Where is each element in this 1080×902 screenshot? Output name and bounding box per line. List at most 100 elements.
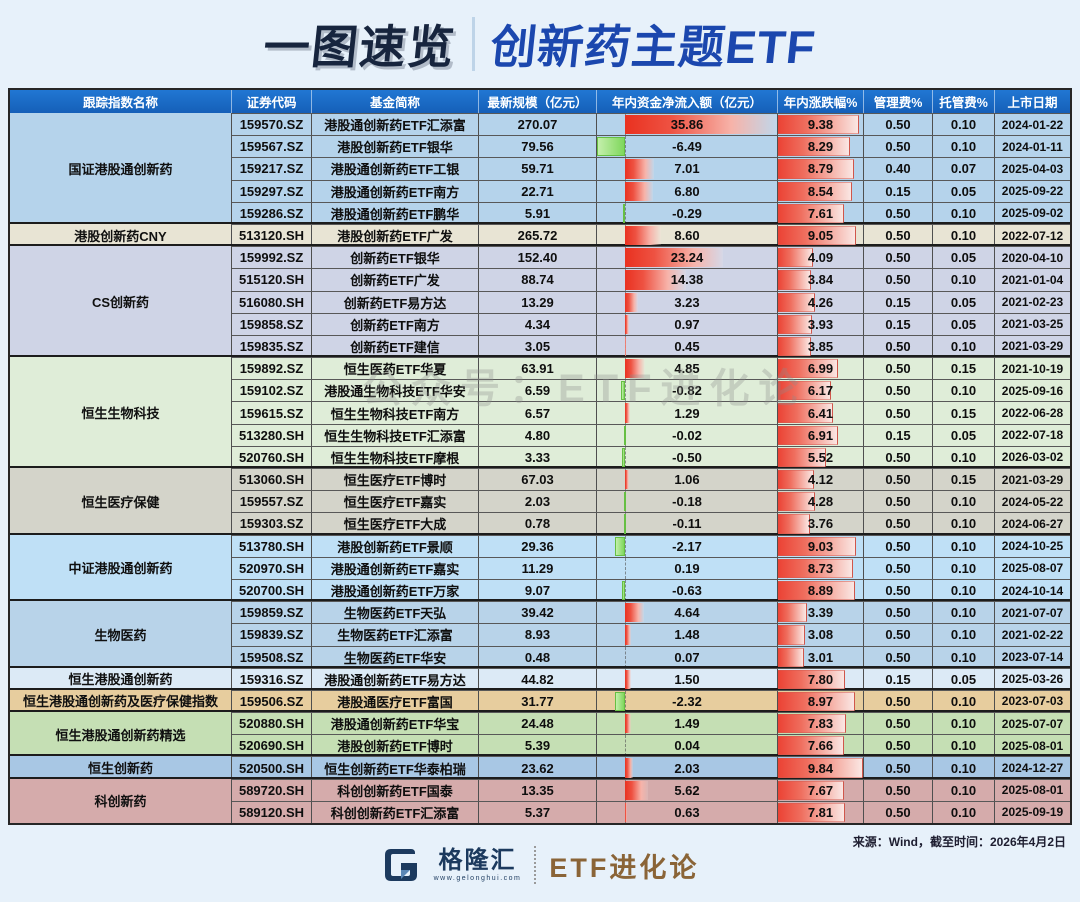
title-left: 一图速览 xyxy=(260,21,459,73)
custody-fee-cell: 0.10 xyxy=(933,535,995,557)
custody-fee-cell: 0.10 xyxy=(933,801,995,823)
change-cell: 7.66 xyxy=(778,735,864,757)
scale-cell: 4.34 xyxy=(479,313,597,335)
table-row: 159303.SZ 恒生医疗ETF大成 0.78 -0.11 3.76 0.50 0.10 2… xyxy=(232,512,1070,535)
inflow-axis xyxy=(624,380,626,402)
inflow-cell: 35.86 xyxy=(597,114,778,136)
list-date-cell: 2025-04-03 xyxy=(1001,161,1064,176)
custody-fee-cell: 0.05 xyxy=(933,247,995,269)
fund-name-cell: 恒生医药ETF华夏 xyxy=(312,358,479,380)
table-row: 159217.SZ 港股通创新药ETF工银 59.71 7.01 8.79 0.40 0.0… xyxy=(232,157,1070,180)
scale-cell: 4.80 xyxy=(479,424,597,446)
fund-name-cell: 港股创新药ETF银华 xyxy=(312,136,479,158)
change-cell: 3.93 xyxy=(778,313,864,335)
change-cell: 6.91 xyxy=(778,424,864,446)
index-group: 生物医药 159859.SZ 生物医药ETF天弘 39.42 4.64 3.39 0.50 0… xyxy=(10,601,1070,668)
change-cell: 3.84 xyxy=(778,269,864,291)
change-bar xyxy=(778,425,838,445)
scale-cell: 11.29 xyxy=(479,557,597,579)
fund-name-cell: 恒生医疗ETF大成 xyxy=(312,513,479,535)
custody-fee-cell: 0.10 xyxy=(933,114,995,136)
security-code-cell: 513280.SH xyxy=(232,424,312,446)
inflow-cell: 0.97 xyxy=(597,313,778,335)
security-code-cell: 520500.SH xyxy=(232,757,312,779)
mgmt-fee-cell: 0.50 xyxy=(864,624,933,646)
index-name-cell: 恒生医疗保健 xyxy=(10,468,232,535)
column-header-5: 年内涨跌幅% xyxy=(778,90,864,113)
scale-cell: 152.40 xyxy=(479,247,597,269)
fund-name-cell: 生物医药ETF华安 xyxy=(312,646,479,668)
security-code-cell: 159835.SZ xyxy=(232,335,312,358)
inflow-axis xyxy=(624,579,626,602)
mgmt-fee-cell: 0.50 xyxy=(864,779,933,801)
gelonghui-logo-icon xyxy=(381,845,421,885)
change-bar xyxy=(778,625,805,645)
scale-cell: 67.03 xyxy=(479,469,597,491)
inflow-cell: -2.32 xyxy=(597,690,778,713)
custody-fee-cell: 0.15 xyxy=(933,402,995,424)
mgmt-fee-cell: 0.40 xyxy=(864,158,933,180)
list-date-cell: 2020-04-10 xyxy=(1001,250,1064,265)
custody-fee-cell: 0.10 xyxy=(933,380,995,402)
list-date-cell: 2025-03-26 xyxy=(1001,672,1064,687)
fund-name-cell: 科创创新药ETF国泰 xyxy=(312,779,479,801)
index-group: 恒生创新药 520500.SH 恒生创新药ETF华泰柏瑞 23.62 2.03 9.84 0… xyxy=(10,756,1070,779)
table-row: 159892.SZ 恒生医药ETF华夏 63.91 4.85 6.99 0.50 0.15 2… xyxy=(232,357,1070,380)
fund-name-cell: 创新药ETF南方 xyxy=(312,313,479,335)
inflow-bar xyxy=(624,336,627,357)
fund-name-cell: 生物医药ETF汇添富 xyxy=(312,624,479,646)
list-date-cell: 2025-09-19 xyxy=(1001,805,1064,820)
table-row: 159615.SZ 恒生生物科技ETF南方 6.57 1.29 6.41 0.50 0.15… xyxy=(232,401,1070,424)
custody-fee-cell: 0.10 xyxy=(933,579,995,602)
brand-divider xyxy=(534,846,537,884)
change-bar xyxy=(778,159,854,179)
source-note: 来源：Wind，截至时间：2026年4月2日 xyxy=(852,835,1066,849)
column-header-1: 证券代码 xyxy=(232,90,312,113)
change-bar xyxy=(778,225,857,246)
index-group: 港股创新药CNY 513120.SH 港股创新药ETF广发 265.72 8.60 9.0… xyxy=(10,223,1070,247)
mgmt-fee-cell: 0.50 xyxy=(864,269,933,291)
fund-name-cell: 港股创新药ETF景顺 xyxy=(312,535,479,557)
security-code-cell: 159992.SZ xyxy=(232,247,312,269)
inflow-bar xyxy=(624,780,649,800)
change-cell: 5.52 xyxy=(778,446,864,468)
fund-name-cell: 港股通创新药ETF南方 xyxy=(312,180,479,202)
mgmt-fee-cell: 0.50 xyxy=(864,358,933,380)
table-row: 159508.SZ 生物医药ETF华安 0.48 0.07 3.01 0.50 0.10 20… xyxy=(232,645,1070,668)
mgmt-fee-cell: 0.50 xyxy=(864,735,933,757)
inflow-cell: 6.80 xyxy=(597,180,778,202)
inflow-axis xyxy=(624,535,626,557)
security-code-cell: 159316.SZ xyxy=(232,668,312,690)
fund-name-cell: 港股通创新药ETF嘉实 xyxy=(312,557,479,579)
change-bar xyxy=(778,270,812,290)
custody-fee-cell: 0.10 xyxy=(933,446,995,468)
change-bar xyxy=(778,292,815,312)
scale-cell: 0.48 xyxy=(479,646,597,668)
page-title: 一图速览 创新药主题ETF xyxy=(0,0,1080,88)
fund-name-cell: 恒生医疗ETF嘉实 xyxy=(312,491,479,513)
inflow-cell: 5.62 xyxy=(597,779,778,801)
inflow-cell: -0.11 xyxy=(597,513,778,535)
security-code-cell: 159858.SZ xyxy=(232,313,312,335)
table-row: 513060.SH 恒生医疗ETF博时 67.03 1.06 4.12 0.50 0.15 2… xyxy=(232,468,1070,491)
inflow-cell: 7.01 xyxy=(597,158,778,180)
inflow-cell: 8.60 xyxy=(597,224,778,247)
custody-fee-cell: 0.10 xyxy=(933,202,995,224)
inflow-cell: 0.07 xyxy=(597,646,778,668)
mgmt-fee-cell: 0.50 xyxy=(864,690,933,713)
index-name-cell: 恒生港股通创新药及医疗保健指数 xyxy=(10,689,232,713)
table-row: 159506.SZ 港股通医疗ETF富国 31.77 -2.32 8.97 0.50 0.1… xyxy=(232,689,1070,713)
inflow-cell: 4.64 xyxy=(597,602,778,624)
change-cell: 6.17 xyxy=(778,380,864,402)
security-code-cell: 515120.SH xyxy=(232,269,312,291)
mgmt-fee-cell: 0.15 xyxy=(864,291,933,313)
change-bar xyxy=(778,248,814,268)
change-bar xyxy=(778,447,826,467)
column-header-0: 跟踪指数名称 xyxy=(10,90,232,113)
list-date-cell: 2021-02-22 xyxy=(1001,627,1064,642)
index-group: 恒生港股通创新药及医疗保健指数 159506.SZ 港股通医疗ETF富国 31.77-… xyxy=(10,689,1070,713)
security-code-cell: 513120.SH xyxy=(232,224,312,247)
index-name-cell: 国证港股通创新药 xyxy=(10,113,232,224)
custody-fee-cell: 0.10 xyxy=(933,624,995,646)
inflow-cell: 0.04 xyxy=(597,735,778,757)
